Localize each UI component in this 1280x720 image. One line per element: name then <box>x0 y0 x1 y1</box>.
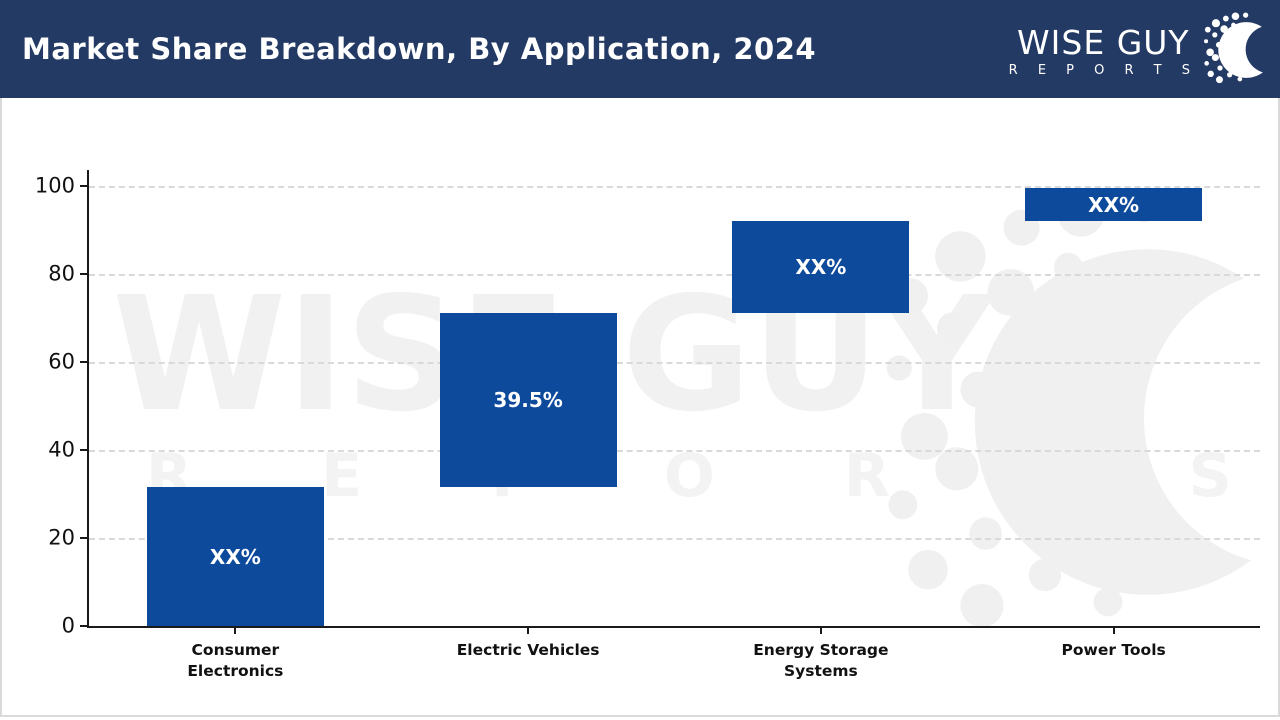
bar-value-label: XX% <box>795 255 847 280</box>
y-axis-tick-label: 60 <box>48 349 75 374</box>
x-axis-category-label: Consumer Electronics <box>187 641 284 680</box>
y-axis-tick-label: 0 <box>61 613 75 638</box>
bar-value-label: XX% <box>209 544 261 569</box>
y-axis-tick-mark <box>80 448 89 451</box>
bar-value-label: 39.5% <box>493 388 563 413</box>
gridline-y-40 <box>89 449 1260 452</box>
bar-segment: XX% <box>146 487 324 626</box>
y-axis-tick-label: 80 <box>48 261 75 286</box>
plot-area: 0 20 40 60 80 100 XX% Consumer Electronics 39.5%… <box>35 170 1260 680</box>
y-axis-tick-mark <box>80 536 89 539</box>
bar-segment: XX% <box>1025 188 1203 222</box>
logo-name: WISE GUY <box>1017 22 1190 62</box>
y-axis-tick-mark <box>80 360 89 363</box>
x-axis-category-label: Energy Storage Systems <box>753 641 889 680</box>
y-axis-tick-label: 20 <box>48 525 75 550</box>
y-axis-tick-mark <box>80 272 89 275</box>
wiseguy-head-icon <box>1202 9 1266 91</box>
x-axis-tick-mark <box>1112 626 1115 634</box>
header-bar: Market Share Breakdown, By Application, … <box>0 0 1280 98</box>
y-axis-tick-label: 40 <box>48 437 75 462</box>
gridline-y-60 <box>89 361 1260 364</box>
bar-segment: 39.5% <box>439 313 617 488</box>
logo-subtitle: R E P O R T S <box>1008 62 1198 78</box>
gridline-y-20 <box>89 537 1260 540</box>
x-axis-tick-mark <box>527 626 530 634</box>
wiseguy-logo: WISE GUY R E P O R T S <box>1009 7 1266 93</box>
y-axis-tick-label: 100 <box>34 173 75 198</box>
gridline-y-80 <box>89 273 1260 276</box>
x-axis-category-label: Power Tools <box>1061 641 1166 659</box>
x-axis-category-label: Electric Vehicles <box>456 641 600 659</box>
y-axis-tick-mark <box>80 625 89 627</box>
y-axis-tick-mark <box>80 184 89 187</box>
x-axis-tick-mark <box>819 626 822 634</box>
x-axis-tick-mark <box>234 626 237 634</box>
bar-value-label: XX% <box>1088 192 1140 217</box>
wiseguy-logo-text: WISE GUY R E P O R T S <box>1009 23 1198 78</box>
page-title: Market Share Breakdown, By Application, … <box>22 32 817 66</box>
bar-segment: XX% <box>732 221 910 314</box>
gridline-y-100 <box>89 185 1260 188</box>
